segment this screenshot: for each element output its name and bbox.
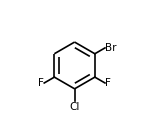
Text: F: F	[106, 78, 111, 88]
Text: F: F	[38, 78, 44, 88]
Text: Cl: Cl	[69, 102, 80, 112]
Text: Br: Br	[106, 43, 117, 53]
